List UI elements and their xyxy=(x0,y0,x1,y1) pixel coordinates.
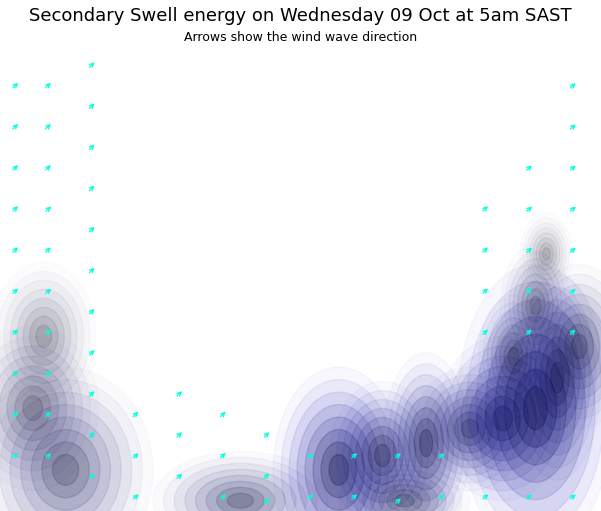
Ellipse shape xyxy=(493,406,513,431)
Ellipse shape xyxy=(477,386,528,451)
Ellipse shape xyxy=(20,417,111,511)
Ellipse shape xyxy=(0,392,132,511)
Ellipse shape xyxy=(500,333,527,381)
Ellipse shape xyxy=(7,376,58,440)
Ellipse shape xyxy=(524,299,590,455)
Ellipse shape xyxy=(546,350,569,405)
Ellipse shape xyxy=(462,420,478,438)
Ellipse shape xyxy=(448,405,492,453)
Ellipse shape xyxy=(10,405,121,511)
Ellipse shape xyxy=(386,490,422,511)
Ellipse shape xyxy=(52,454,79,485)
Ellipse shape xyxy=(23,307,64,365)
Ellipse shape xyxy=(227,493,254,508)
Ellipse shape xyxy=(572,334,587,359)
Ellipse shape xyxy=(523,387,548,430)
Ellipse shape xyxy=(206,481,275,511)
Ellipse shape xyxy=(374,445,390,467)
Ellipse shape xyxy=(355,417,409,494)
Ellipse shape xyxy=(539,243,554,265)
Ellipse shape xyxy=(551,362,564,393)
Ellipse shape xyxy=(540,284,601,409)
Ellipse shape xyxy=(526,289,545,322)
Ellipse shape xyxy=(379,484,430,511)
Ellipse shape xyxy=(535,324,580,430)
Ellipse shape xyxy=(29,316,58,356)
Ellipse shape xyxy=(540,337,575,418)
Ellipse shape xyxy=(427,382,513,475)
Ellipse shape xyxy=(419,430,433,457)
Ellipse shape xyxy=(321,442,356,498)
Ellipse shape xyxy=(217,487,264,511)
Ellipse shape xyxy=(362,427,403,484)
Ellipse shape xyxy=(496,325,531,388)
Ellipse shape xyxy=(329,454,349,485)
Ellipse shape xyxy=(195,475,285,511)
Ellipse shape xyxy=(185,470,296,511)
Ellipse shape xyxy=(313,430,364,510)
Ellipse shape xyxy=(558,314,600,379)
Ellipse shape xyxy=(552,304,601,389)
Ellipse shape xyxy=(394,495,414,507)
Ellipse shape xyxy=(297,405,380,511)
Text: Secondary Swell energy on Wednesday 09 Oct at 5am SAST: Secondary Swell energy on Wednesday 09 O… xyxy=(29,7,572,25)
Ellipse shape xyxy=(434,389,506,468)
Ellipse shape xyxy=(454,412,485,446)
Ellipse shape xyxy=(529,312,585,443)
Ellipse shape xyxy=(469,376,536,461)
Ellipse shape xyxy=(517,274,554,337)
Ellipse shape xyxy=(0,356,75,460)
Ellipse shape xyxy=(513,266,558,344)
Ellipse shape xyxy=(508,347,519,366)
Ellipse shape xyxy=(546,294,601,399)
Ellipse shape xyxy=(414,419,438,468)
Ellipse shape xyxy=(485,396,520,441)
Ellipse shape xyxy=(0,366,67,451)
Ellipse shape xyxy=(23,396,43,421)
Ellipse shape xyxy=(42,442,90,498)
Ellipse shape xyxy=(409,408,444,479)
Ellipse shape xyxy=(31,430,100,510)
Ellipse shape xyxy=(174,463,307,511)
Ellipse shape xyxy=(398,386,454,501)
Text: Arrows show the wind wave direction: Arrows show the wind wave direction xyxy=(184,31,417,44)
Ellipse shape xyxy=(492,318,536,396)
Ellipse shape xyxy=(495,334,576,482)
Ellipse shape xyxy=(466,282,601,511)
Ellipse shape xyxy=(514,369,557,447)
Ellipse shape xyxy=(368,435,397,476)
Ellipse shape xyxy=(536,238,557,270)
Ellipse shape xyxy=(362,475,446,511)
Ellipse shape xyxy=(343,400,422,511)
Ellipse shape xyxy=(17,298,71,375)
Ellipse shape xyxy=(461,366,545,471)
Ellipse shape xyxy=(281,380,396,511)
Ellipse shape xyxy=(393,375,459,511)
Ellipse shape xyxy=(441,397,499,460)
Ellipse shape xyxy=(453,356,552,481)
Ellipse shape xyxy=(15,386,50,431)
Ellipse shape xyxy=(289,392,388,511)
Ellipse shape xyxy=(349,408,416,502)
Ellipse shape xyxy=(476,299,595,511)
Ellipse shape xyxy=(504,340,523,374)
Ellipse shape xyxy=(522,281,549,330)
Ellipse shape xyxy=(486,317,585,500)
Ellipse shape xyxy=(565,324,593,369)
Ellipse shape xyxy=(530,296,541,315)
Ellipse shape xyxy=(504,352,566,465)
Ellipse shape xyxy=(305,417,373,511)
Ellipse shape xyxy=(404,397,448,490)
Ellipse shape xyxy=(371,480,438,511)
Ellipse shape xyxy=(36,325,52,347)
Ellipse shape xyxy=(543,248,551,260)
